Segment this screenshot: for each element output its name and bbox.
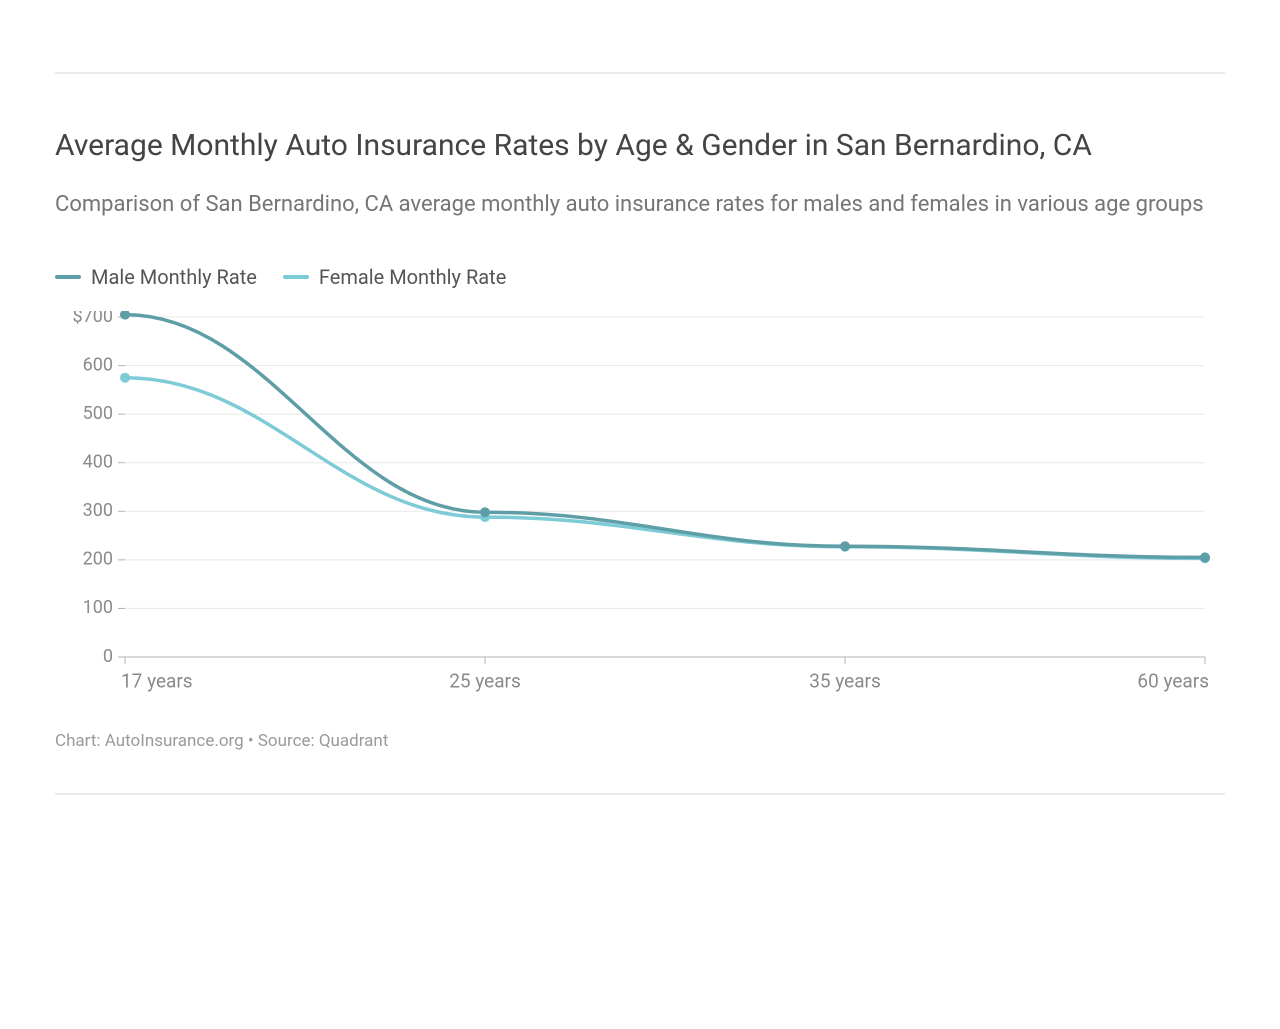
y-tick-label: 100 <box>83 597 113 618</box>
bottom-divider <box>55 793 1225 795</box>
legend-label: Male Monthly Rate <box>91 265 257 289</box>
y-tick-label: 200 <box>83 548 113 569</box>
legend-swatch <box>283 275 309 279</box>
line-chart-svg: 0 100 200 300 400 500 600 $700 17 years 25 years 3… <box>55 311 1225 701</box>
y-tick-label: 0 <box>103 646 113 667</box>
top-divider <box>55 72 1225 74</box>
legend-item[interactable]: Female Monthly Rate <box>283 265 506 289</box>
y-tick-label: $700 <box>73 311 113 327</box>
series-line <box>125 378 1205 559</box>
legend-label: Female Monthly Rate <box>319 265 506 289</box>
data-point[interactable] <box>1200 552 1210 562</box>
data-point[interactable] <box>120 373 130 383</box>
y-tick-label: 500 <box>83 403 113 424</box>
x-tick-label: 35 years <box>809 669 881 692</box>
y-tick-label: 600 <box>83 354 113 375</box>
legend: Male Monthly Rate Female Monthly Rate <box>55 265 1225 289</box>
data-point[interactable] <box>840 541 850 551</box>
legend-item[interactable]: Male Monthly Rate <box>55 265 257 289</box>
y-tick-label: 400 <box>83 451 113 472</box>
chart-attribution: Chart: AutoInsurance.org • Source: Quadr… <box>55 731 1225 751</box>
x-tick-label: 25 years <box>449 669 521 692</box>
x-tick-label: 60 years <box>1137 669 1209 692</box>
y-tick-label: 300 <box>83 500 113 521</box>
data-point[interactable] <box>480 507 490 517</box>
chart-subtitle: Comparison of San Bernardino, CA average… <box>55 189 1225 221</box>
chart-plot-area: 0 100 200 300 400 500 600 $700 17 years 25 years 3… <box>55 311 1225 701</box>
chart-title: Average Monthly Auto Insurance Rates by … <box>55 126 1225 165</box>
data-point[interactable] <box>120 311 130 320</box>
x-tick-label: 17 years <box>121 669 193 692</box>
legend-swatch <box>55 275 81 279</box>
